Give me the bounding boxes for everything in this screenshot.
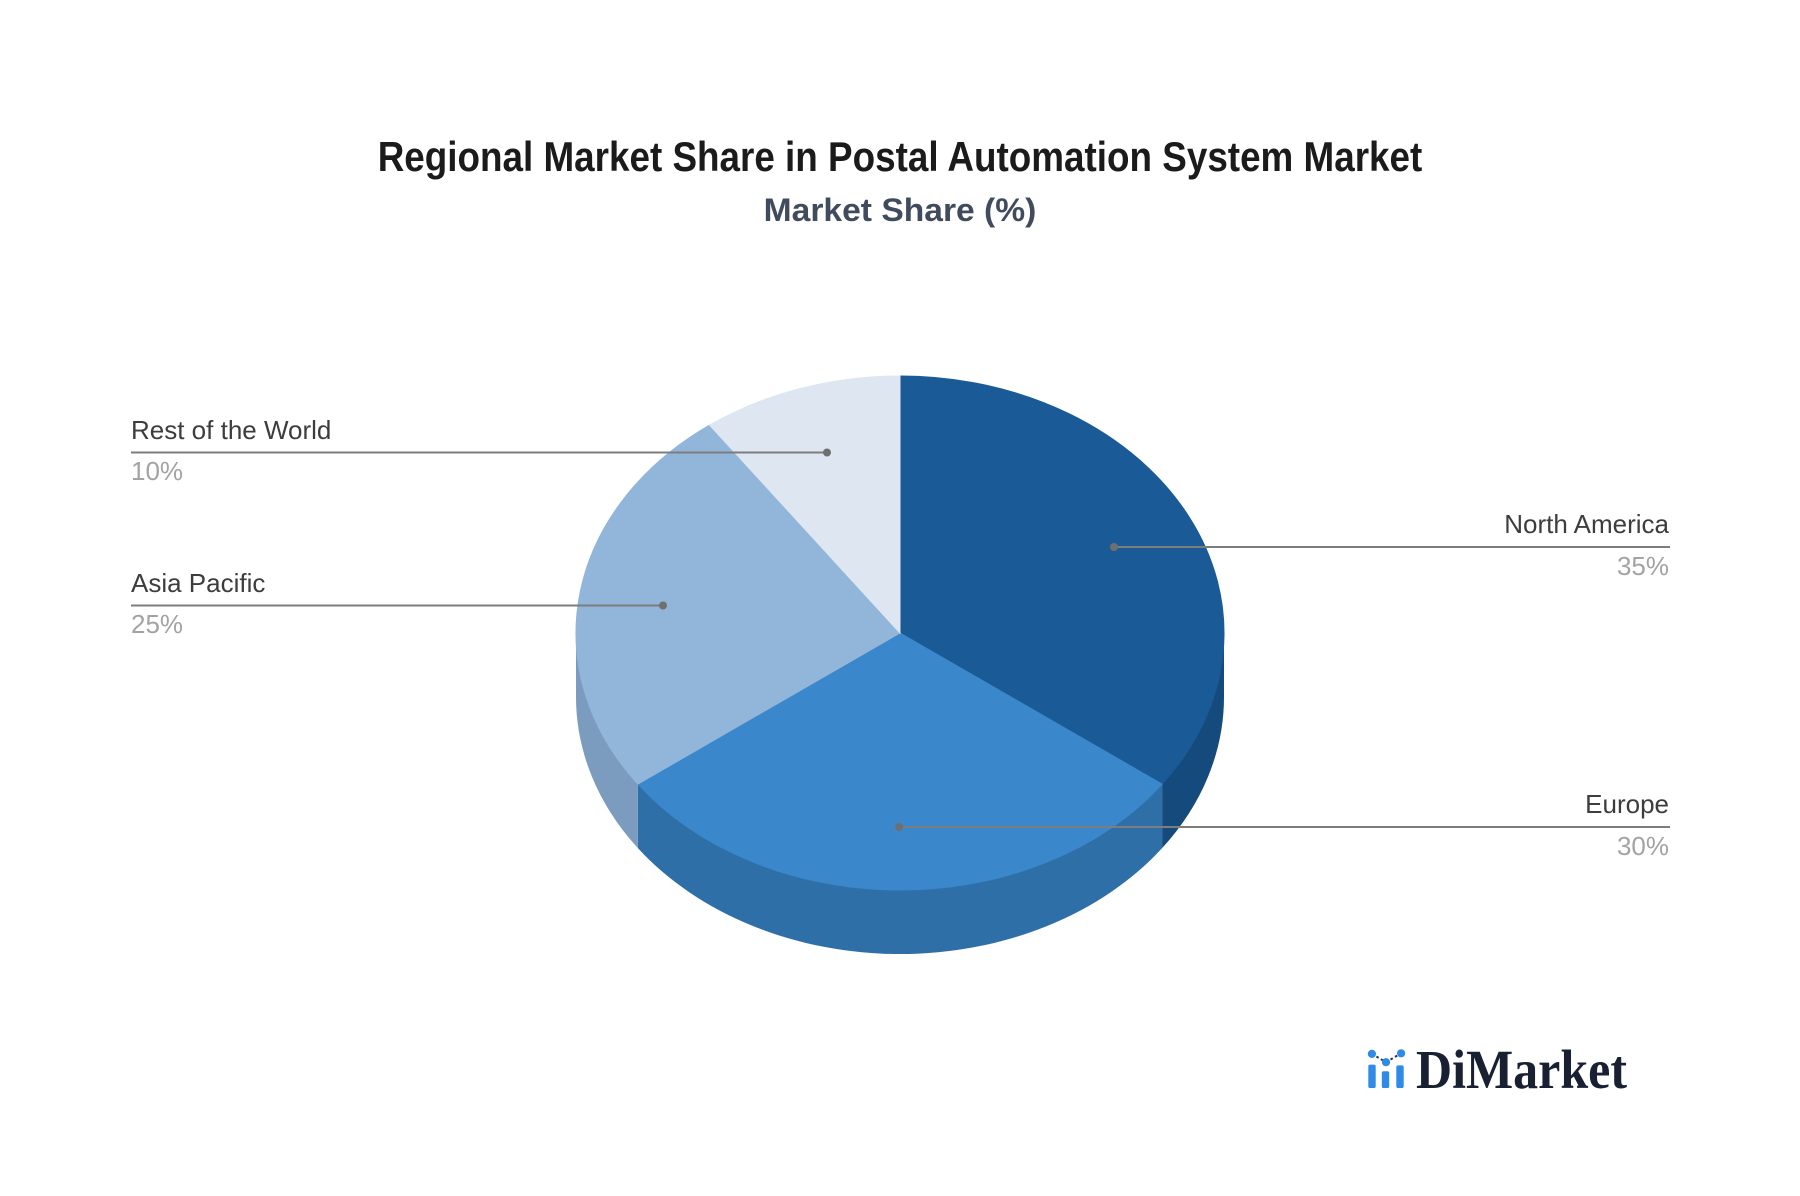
- svg-text:DiMarket: DiMarket: [1416, 1039, 1628, 1100]
